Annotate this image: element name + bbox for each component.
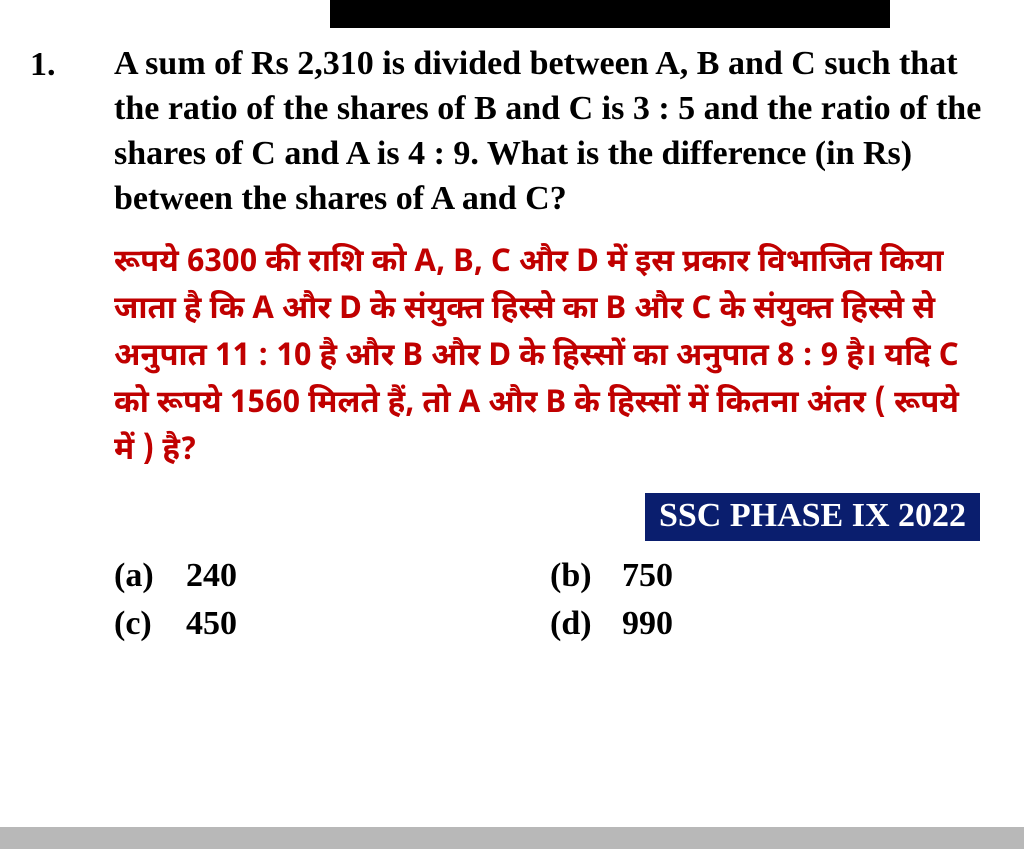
option-value: 750 xyxy=(622,557,673,595)
question-body: A sum of Rs 2,310 is divided between A, … xyxy=(114,42,986,643)
option-value: 240 xyxy=(186,557,237,595)
option-value: 450 xyxy=(186,605,237,643)
question-text-english: A sum of Rs 2,310 is divided between A, … xyxy=(114,42,986,222)
question-text-hindi: रूपये 6300 की राशि को A, B, C और D में इ… xyxy=(114,240,986,476)
exam-badge: SSC PHASE IX 2022 xyxy=(645,493,980,541)
option-b[interactable]: (b) 750 xyxy=(550,557,986,595)
bottom-shadow-bar xyxy=(0,827,1024,849)
option-label: (b) xyxy=(550,557,606,595)
question-page: 1. A sum of Rs 2,310 is divided between … xyxy=(0,0,1024,849)
options-grid: (a) 240 (b) 750 (c) 450 (d) 990 xyxy=(114,557,986,643)
question-row: 1. A sum of Rs 2,310 is divided between … xyxy=(20,42,986,643)
top-black-bar xyxy=(330,0,890,28)
option-a[interactable]: (a) 240 xyxy=(114,557,550,595)
option-c[interactable]: (c) 450 xyxy=(114,605,550,643)
exam-badge-row: SSC PHASE IX 2022 xyxy=(114,493,986,541)
option-label: (a) xyxy=(114,557,170,595)
option-label: (c) xyxy=(114,605,170,643)
option-d[interactable]: (d) 990 xyxy=(550,605,986,643)
question-number: 1. xyxy=(20,42,114,84)
option-value: 990 xyxy=(622,605,673,643)
option-label: (d) xyxy=(550,605,606,643)
